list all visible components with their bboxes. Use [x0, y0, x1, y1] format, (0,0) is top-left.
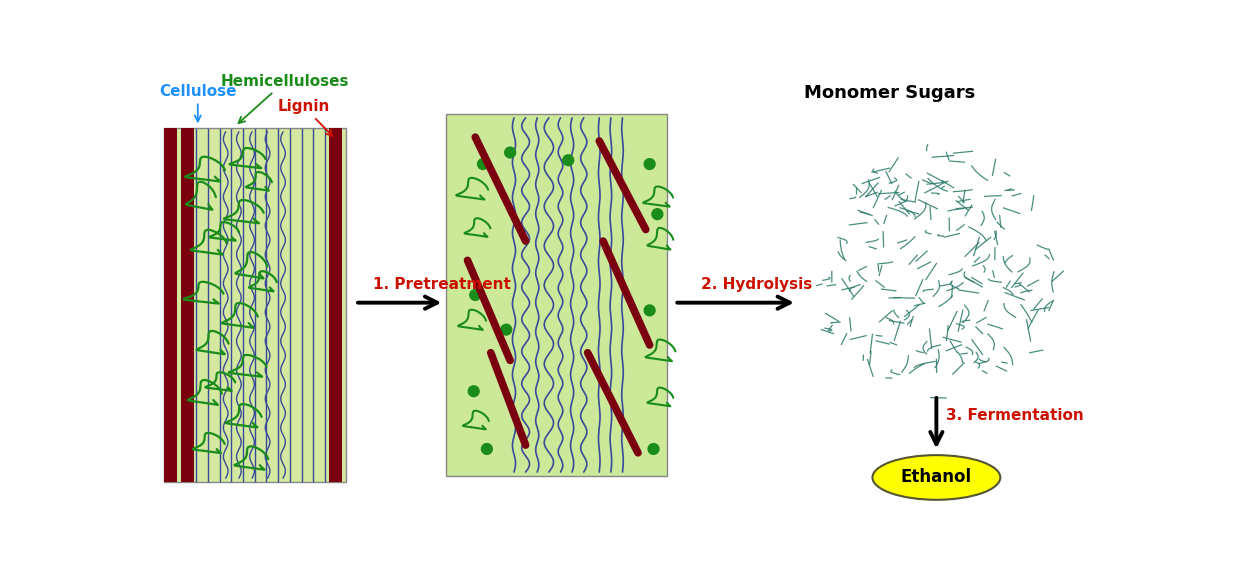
Circle shape — [505, 147, 515, 158]
Text: Cellulose: Cellulose — [159, 84, 237, 121]
Bar — [164, 128, 345, 482]
Text: Lignin: Lignin — [277, 99, 333, 136]
Bar — [164, 128, 176, 482]
Circle shape — [563, 155, 573, 166]
Text: Monomer Sugars: Monomer Sugars — [804, 84, 975, 102]
Circle shape — [644, 305, 655, 316]
Circle shape — [648, 443, 659, 454]
Circle shape — [481, 443, 493, 454]
Bar — [329, 128, 341, 482]
Text: 1. Pretreatment: 1. Pretreatment — [373, 277, 510, 292]
Text: 2. Hydrolysis: 2. Hydrolysis — [701, 277, 811, 292]
Circle shape — [470, 290, 480, 301]
Circle shape — [651, 209, 663, 220]
Circle shape — [478, 159, 489, 169]
Text: Ethanol: Ethanol — [901, 468, 971, 487]
Text: Hemicelluloses: Hemicelluloses — [220, 73, 349, 123]
Circle shape — [500, 324, 512, 335]
Bar — [446, 114, 667, 476]
Circle shape — [644, 159, 655, 169]
Text: 3. Fermentation: 3. Fermentation — [946, 408, 1084, 423]
Circle shape — [469, 386, 479, 397]
Bar — [180, 128, 194, 482]
Ellipse shape — [872, 455, 1000, 500]
